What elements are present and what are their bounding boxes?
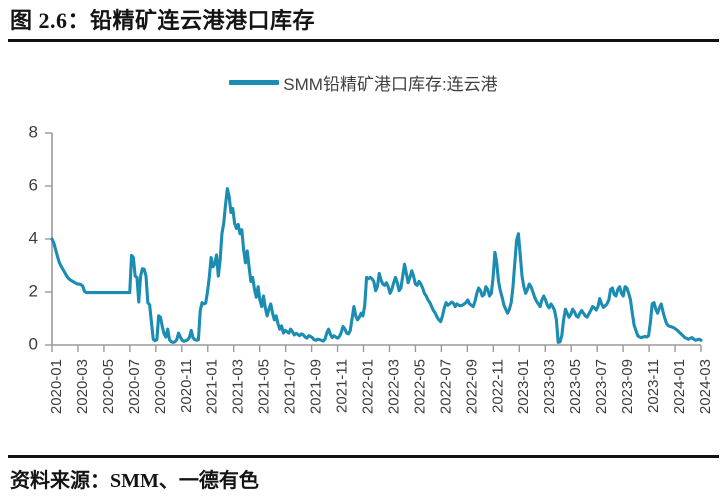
x-tick-2022-05: 2022-05 (411, 359, 428, 414)
series-line-lead-concentrate-inventory (50, 187, 703, 344)
x-tick-2021-11: 2021-11 (334, 359, 351, 413)
source-note: 资料来源：SMM、一德有色 (10, 470, 259, 492)
y-tick-4: 4 (29, 228, 38, 247)
x-tick-2021-09: 2021-09 (308, 359, 325, 414)
x-tick-2021-03: 2021-03 (230, 359, 247, 414)
axis-tick-marks (45, 132, 702, 352)
x-tick-2024-01: 2024-01 (671, 359, 688, 414)
x-tick-2022-03: 2022-03 (385, 359, 402, 414)
y-axis-tick-labels: 0 2 4 6 8 (29, 122, 38, 353)
x-tick-2020-01: 2020-01 (48, 359, 65, 414)
x-tick-2023-03: 2023-03 (541, 359, 558, 414)
y-tick-2: 2 (29, 281, 38, 300)
y-tick-6: 6 (29, 175, 38, 194)
legend-label-series: SMM铅精矿港口库存:连云港 (283, 74, 498, 94)
x-tick-2021-01: 2021-01 (204, 359, 221, 414)
x-tick-2021-05: 2021-05 (256, 359, 273, 414)
x-tick-2022-11: 2022-11 (489, 359, 506, 413)
chart-legend: SMM铅精矿港口库存:连云港 (0, 68, 727, 96)
x-tick-2023-09: 2023-09 (619, 359, 636, 414)
x-tick-2020-11: 2020-11 (178, 359, 195, 413)
x-tick-2024-03: 2024-03 (697, 359, 714, 414)
x-tick-2022-07: 2022-07 (437, 359, 454, 414)
x-tick-2020-03: 2020-03 (74, 359, 91, 414)
page-title: 图 2.6：铅精矿连云港港口库存 (10, 8, 316, 33)
y-tick-0: 0 (29, 334, 38, 353)
x-tick-2020-09: 2020-09 (152, 359, 169, 414)
x-tick-2023-01: 2023-01 (515, 359, 532, 414)
x-tick-2022-09: 2022-09 (463, 359, 480, 414)
x-tick-2020-05: 2020-05 (100, 359, 117, 414)
figure-title-bar: 图 2.6：铅精矿连云港港口库存 (0, 0, 727, 44)
title-divider (8, 39, 719, 42)
x-axis-tick-labels: 2020-01 2020-03 2020-05 2020-07 2020-09 2020-… (48, 359, 714, 414)
y-tick-8: 8 (29, 122, 38, 141)
x-tick-2023-11: 2023-11 (645, 359, 662, 413)
x-tick-2023-07: 2023-07 (593, 359, 610, 414)
x-tick-2021-07: 2021-07 (282, 359, 299, 414)
x-tick-2023-05: 2023-05 (567, 359, 584, 414)
x-tick-2022-01: 2022-01 (359, 359, 376, 414)
x-tick-2020-07: 2020-07 (126, 359, 143, 414)
footer-divider (8, 455, 719, 458)
series-line-swatch-icon (229, 79, 280, 85)
